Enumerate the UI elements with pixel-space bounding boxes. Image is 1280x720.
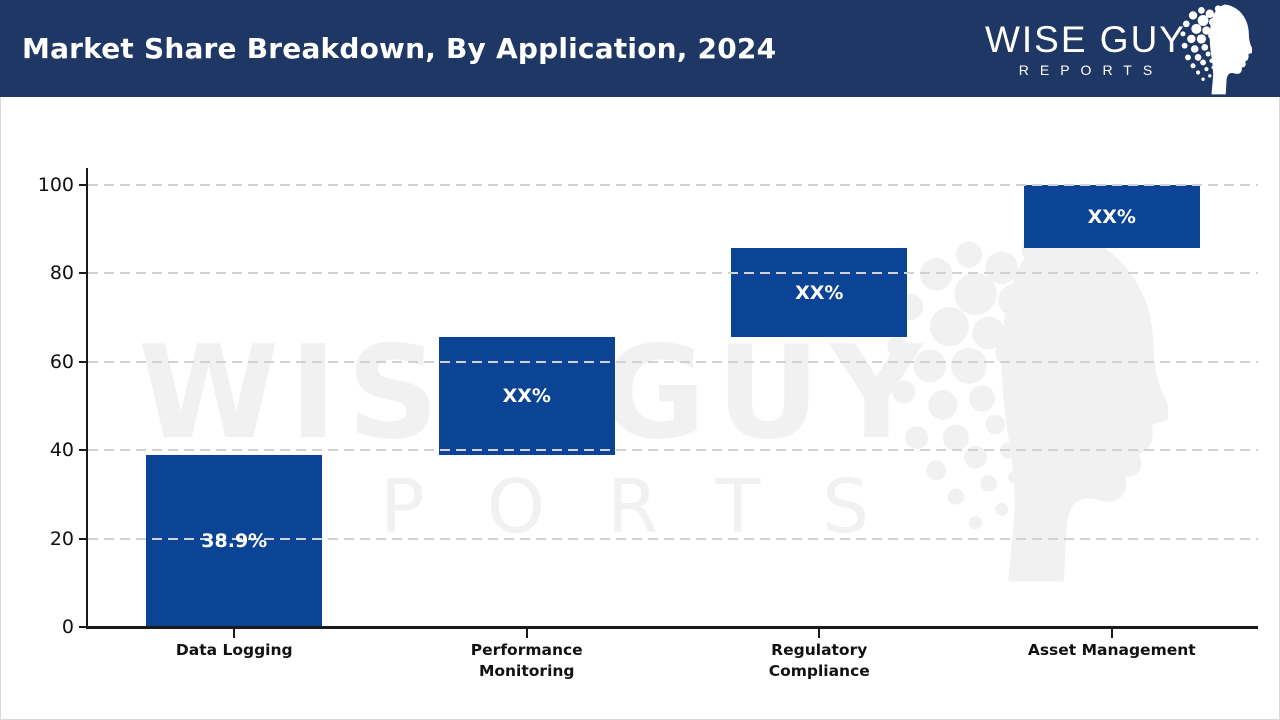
bar-value-label: XX% (502, 385, 551, 408)
x-axis-tick (233, 629, 236, 638)
bar-segment (146, 455, 323, 627)
gridline (88, 184, 1258, 186)
category-label: Asset Management (1027, 641, 1196, 659)
brand-wordmark: WISE GUY (984, 18, 1186, 60)
gridline (88, 449, 1258, 452)
y-axis-tick-label: 40 (49, 439, 74, 462)
y-axis-tick-label: 20 (49, 527, 74, 550)
bar-value-label: XX% (795, 281, 844, 304)
category-label: Data Logging (175, 641, 293, 659)
y-axis-tick (79, 626, 88, 628)
gridline (88, 360, 1258, 363)
y-axis-tick-label: 0 (61, 616, 74, 638)
brand-logo-text: WISE GUY REPORTS (985, 21, 1186, 77)
y-axis-line (86, 168, 88, 629)
bar-value-label: XX% (1087, 205, 1136, 228)
bar-segment (731, 248, 908, 338)
y-axis-tick (79, 537, 88, 540)
gridline (88, 272, 1258, 275)
x-axis-line (86, 626, 1258, 629)
header-bar: Market Share Breakdown, By Application, … (0, 0, 1280, 97)
y-axis-tick (79, 449, 88, 452)
category-label: Performance Monitoring (470, 641, 583, 680)
bar-segment (1023, 185, 1200, 249)
y-axis-tick (79, 184, 88, 186)
brand-logo: WISE GUY REPORTS (985, 2, 1252, 96)
page-title: Market Share Breakdown, By Application, … (22, 32, 777, 65)
brand-head-icon (1180, 4, 1252, 94)
bar-value-label: 38.9% (201, 530, 268, 553)
x-axis-tick (1110, 629, 1113, 638)
y-axis-tick (79, 360, 88, 363)
bar-segment (438, 337, 615, 456)
y-axis-tick (79, 272, 88, 275)
x-axis-tick (818, 629, 821, 638)
y-axis-tick-label: 100 (37, 174, 74, 196)
gridline (88, 537, 1258, 540)
y-axis-tick-label: 80 (49, 262, 74, 285)
brand-reports-text: REPORTS (1018, 61, 1164, 78)
y-axis-tick-label: 60 (49, 350, 74, 373)
x-axis-tick (525, 629, 528, 638)
category-label: Regulatory Compliance (768, 641, 870, 680)
